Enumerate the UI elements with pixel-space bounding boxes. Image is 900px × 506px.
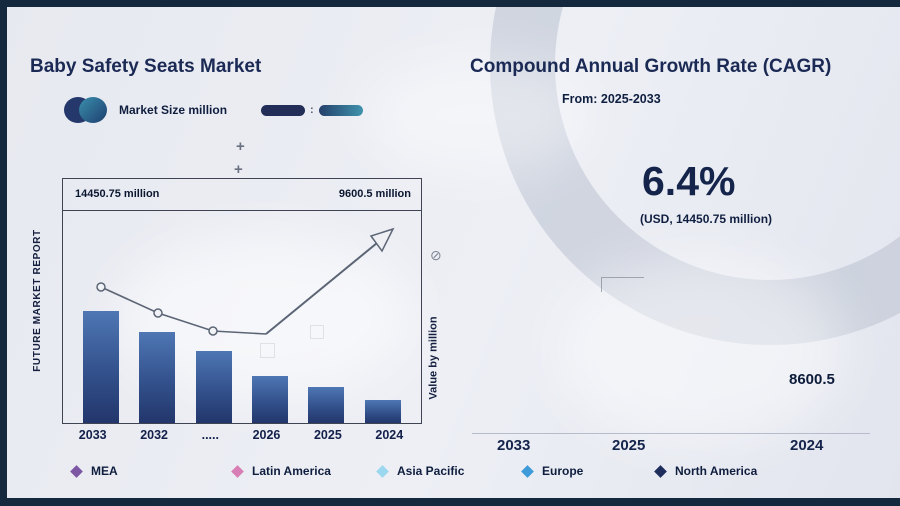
market-size-bar	[139, 331, 176, 423]
cagr-value: 6.4%	[642, 158, 736, 204]
coin-front-disc	[79, 97, 107, 123]
growth-arrow-head	[369, 227, 395, 253]
background-blob	[555, 255, 845, 445]
legend-label: Asia Pacific	[397, 464, 465, 478]
cagr-bars	[472, 158, 870, 434]
diamond-icon	[70, 464, 83, 478]
x-tick-label: 2032	[140, 428, 169, 442]
step-bracket-decoration	[601, 277, 644, 292]
x-tick-label: 2025	[612, 437, 646, 454]
market-size-bar	[308, 386, 345, 423]
trend-line	[100, 286, 267, 335]
diamond-icon	[376, 464, 389, 478]
market-size-legend: Market Size million :	[64, 97, 363, 123]
pill-separator: :	[310, 103, 314, 116]
plus-decoration-icon: +	[234, 161, 243, 178]
left-chart-title: Baby Safety Seats Market	[30, 56, 262, 77]
legend-pill-teal	[318, 104, 363, 116]
value-axis-label-text: Value by million	[428, 316, 441, 400]
diamond-icon	[654, 464, 667, 478]
chart-header-divider	[63, 210, 421, 211]
market-size-bar	[252, 376, 289, 423]
data-point-marker	[208, 326, 218, 336]
x-tick-label: 2026	[252, 428, 281, 442]
legend-item-north-america: North America	[654, 464, 758, 478]
legend-item-latin-america: Latin America	[231, 464, 331, 478]
plus-decoration-icon: +	[236, 138, 245, 155]
market-size-bar	[83, 310, 120, 423]
data-point-marker	[153, 308, 163, 318]
data-point-marker	[96, 282, 106, 292]
x-tick-label: 2024	[375, 428, 404, 442]
market-size-legend-label: Market Size million	[119, 103, 228, 117]
legend-label: North America	[675, 464, 758, 478]
legend-item-mea: MEA	[70, 464, 118, 478]
right-chart-title: Compound Annual Growth Rate (CAGR)	[470, 56, 832, 77]
left-border	[0, 0, 7, 506]
ghost-square-decoration	[260, 343, 275, 358]
x-tick-label: 2033	[78, 428, 107, 442]
diamond-icon	[231, 464, 244, 478]
legend-pill-navy	[261, 104, 306, 116]
watermark-vertical: FUTURE MARKET REPORT	[28, 178, 46, 422]
top-border	[0, 0, 900, 7]
region-legend: MEA Latin America Asia Pacific Europe North …	[0, 464, 900, 490]
market-size-bar	[195, 350, 232, 423]
annotation-base-value: 9600.5 million	[338, 188, 411, 200]
legend-label: MEA	[91, 464, 118, 478]
value-axis-label: Value by million	[426, 288, 442, 428]
diamond-icon	[521, 464, 534, 478]
x-tick-label: .....	[201, 428, 219, 442]
market-size-bars	[73, 211, 411, 423]
circle-minus-icon: ⊘	[430, 247, 442, 263]
x-tick-label: 2033	[497, 437, 531, 454]
bottom-border	[0, 498, 900, 506]
trend-line-overlay	[96, 227, 395, 336]
background-blob	[360, 55, 590, 175]
x-tick-label: 2025	[313, 428, 342, 442]
market-size-chart: 14450.75 million 9600.5 million	[62, 178, 422, 424]
annotation-2024-value: 8600.5	[789, 371, 835, 388]
cagr-detail: (USD, 14450.75 million)	[640, 212, 773, 226]
coin-icon	[64, 97, 108, 123]
legend-item-europe: Europe	[521, 464, 584, 478]
legend-label: Europe	[542, 464, 584, 478]
market-size-bar	[364, 399, 401, 423]
market-size-xaxis: 2033 2032..... 2026 2025 2024	[62, 428, 420, 442]
annotation-max-value: 14450.75 million	[75, 188, 160, 200]
legend-item-asia-pacific: Asia Pacific	[376, 464, 465, 478]
right-chart-subtitle: From: 2025-2033	[562, 92, 661, 106]
ghost-square-decoration	[310, 325, 324, 339]
watermark-text: FUTURE MARKET REPORT	[31, 228, 43, 372]
legend-label: Latin America	[252, 464, 331, 478]
growth-arrow-shaft	[265, 242, 378, 335]
legend-pills: :	[261, 103, 363, 116]
x-tick-label: 2024	[790, 437, 824, 454]
